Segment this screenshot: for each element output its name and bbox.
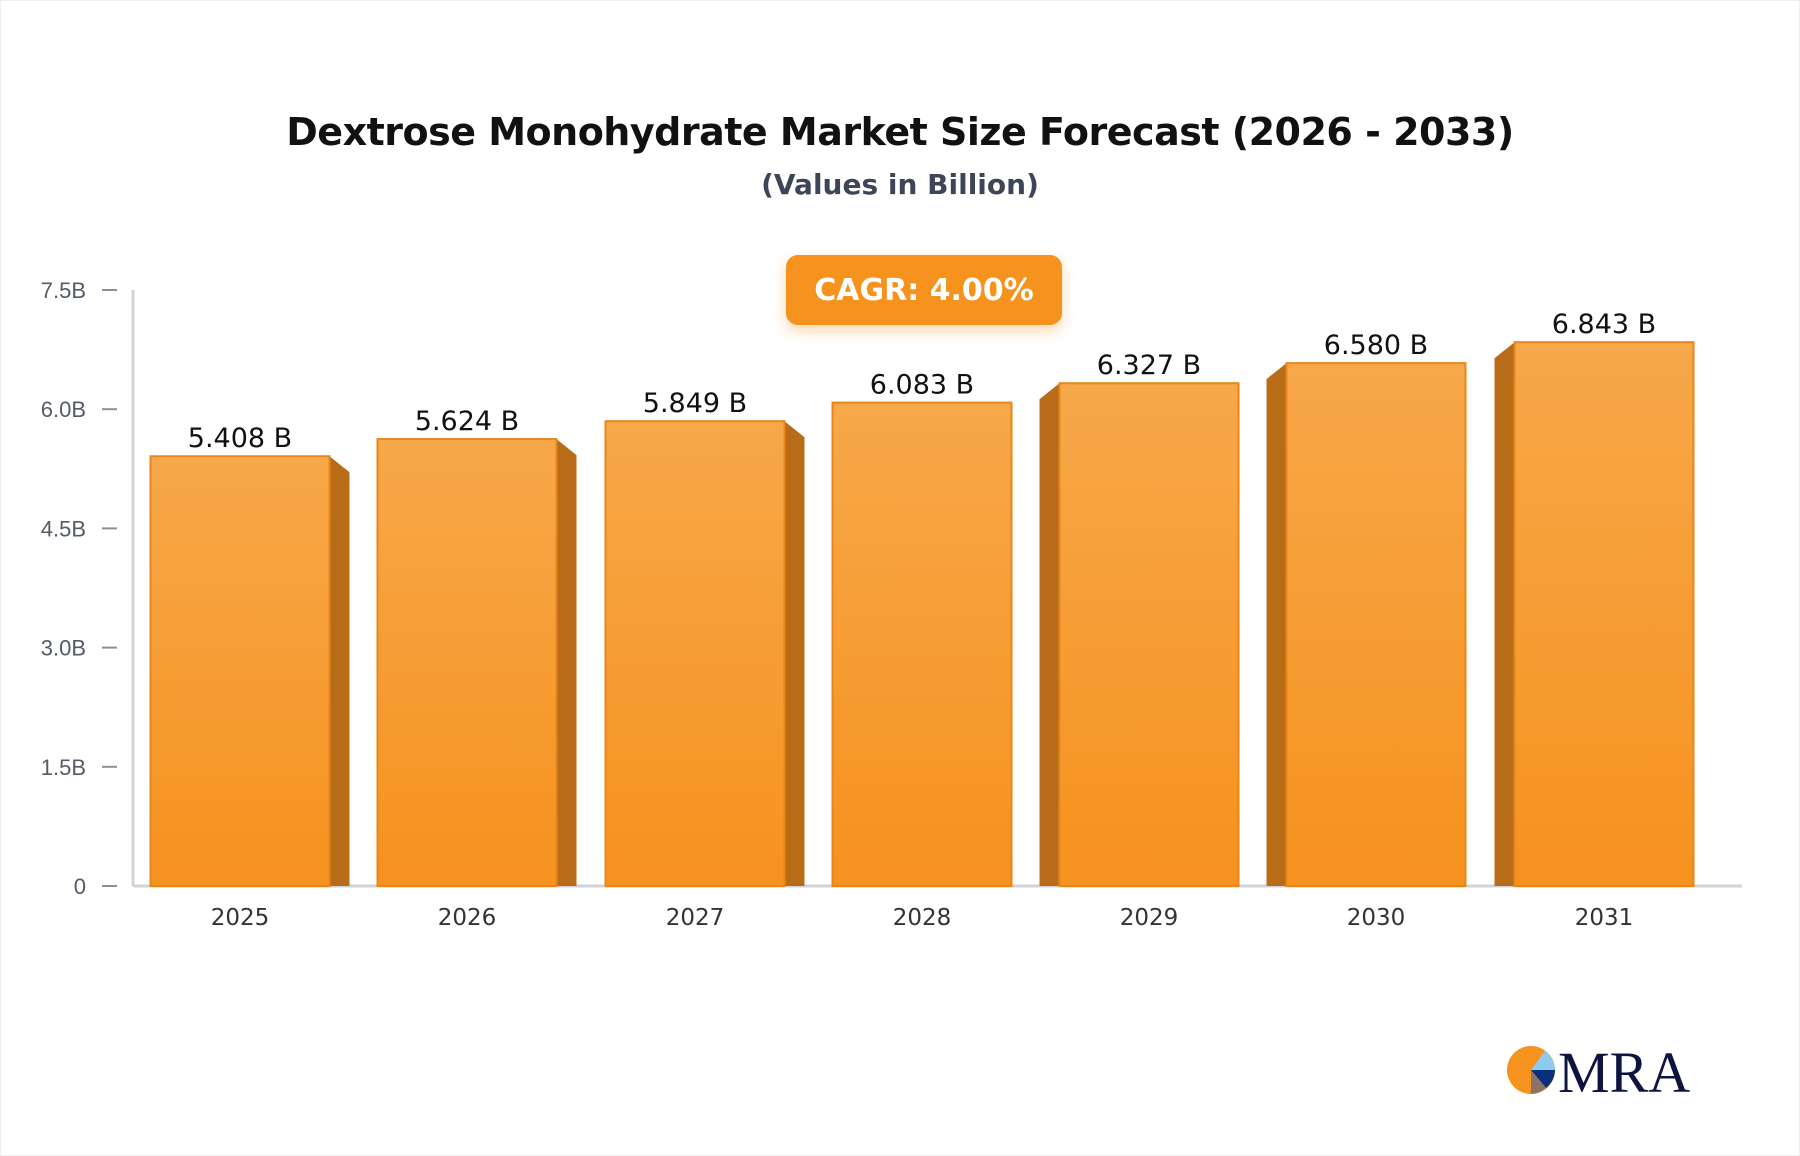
bar-group: 6.580 B 2030: [1266, 330, 1467, 931]
bar-group: 6.327 B 2029: [1039, 350, 1240, 931]
data-label: 5.624 B: [415, 406, 519, 437]
x-tick-label: 2028: [893, 905, 952, 931]
x-tick-label: 2026: [438, 905, 497, 931]
bar-group: 5.408 B 2025: [149, 423, 350, 931]
bar-side: [329, 456, 350, 886]
chart-subtitle: (Values in Billion): [761, 168, 1039, 201]
bar-side: [1494, 342, 1515, 886]
bar-side: [1266, 363, 1287, 886]
data-label: 5.408 B: [188, 423, 292, 454]
bar-side: [556, 439, 577, 886]
bar-group: 5.624 B 2026: [376, 406, 577, 931]
bar: [149, 455, 331, 887]
bar-side: [1039, 383, 1060, 886]
data-label: 6.083 B: [870, 370, 974, 401]
bar-group: 6.843 B 2031: [1494, 309, 1695, 931]
pie-logo-icon: MRA: [1507, 1040, 1690, 1100]
x-tick-label: 2027: [666, 905, 725, 931]
x-tick-label: 2029: [1120, 905, 1179, 931]
data-label: 6.327 B: [1097, 350, 1201, 381]
cagr-badge: CAGR: 4.00%: [786, 255, 1062, 325]
chart-title: Dextrose Monohydrate Market Size Forecas…: [286, 110, 1514, 154]
y-tick-label: 3.0B: [41, 636, 86, 661]
bar: [604, 420, 786, 887]
y-tick-label: 7.5B: [41, 278, 86, 303]
y-tick-label: 0: [74, 874, 86, 899]
bar-side: [784, 421, 805, 886]
mra-logo: MRA: [1506, 1040, 1696, 1100]
y-tick-label: 6.0B: [41, 397, 86, 422]
x-tick-label: 2031: [1575, 905, 1634, 931]
bar-group: 6.083 B 2028: [831, 370, 1013, 931]
bar: [376, 438, 558, 887]
data-label: 5.849 B: [643, 388, 747, 419]
logo-text: MRA: [1558, 1040, 1690, 1100]
bar-group: 5.849 B 2027: [604, 388, 805, 931]
bar: [1285, 362, 1467, 888]
bar: [831, 401, 1013, 887]
y-tick-label: 4.5B: [41, 516, 86, 541]
data-label: 6.843 B: [1552, 309, 1656, 340]
bar: [1513, 341, 1695, 887]
bar: [1058, 382, 1240, 887]
y-tick-label: 1.5B: [41, 755, 86, 780]
data-label: 6.580 B: [1324, 330, 1428, 361]
x-tick-label: 2030: [1347, 905, 1406, 931]
x-tick-label: 2025: [211, 905, 270, 931]
